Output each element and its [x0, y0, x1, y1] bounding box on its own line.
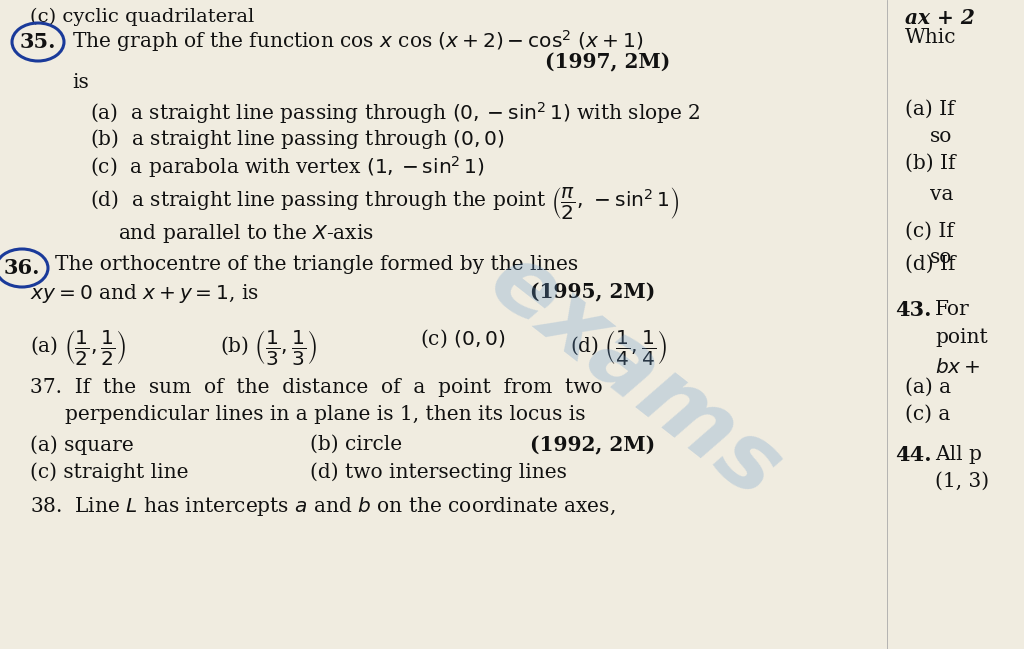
Text: (a) square: (a) square	[30, 435, 134, 455]
Text: (c)  a parabola with vertex $(1, -\sin^2 1)$: (c) a parabola with vertex $(1, -\sin^2 …	[90, 154, 484, 180]
Text: 44.: 44.	[895, 445, 932, 465]
Text: 38.  Line $L$ has intercepts $a$ and $b$ on the coordinate axes,: 38. Line $L$ has intercepts $a$ and $b$ …	[30, 495, 615, 518]
Text: (b) $\left(\dfrac{1}{3},\dfrac{1}{3}\right)$: (b) $\left(\dfrac{1}{3},\dfrac{1}{3}\rig…	[220, 328, 317, 367]
Text: (c) $(0, 0)$: (c) $(0, 0)$	[420, 328, 505, 350]
Text: 37.  If  the  sum  of  the  distance  of  a  point  from  two: 37. If the sum of the distance of a poin…	[30, 378, 603, 397]
Text: Whic: Whic	[905, 28, 956, 47]
Text: All p: All p	[935, 445, 982, 464]
Text: (d) two intersecting lines: (d) two intersecting lines	[310, 462, 567, 482]
Text: (1995, 2M): (1995, 2M)	[530, 282, 655, 302]
Text: so: so	[930, 127, 952, 146]
Text: is: is	[72, 73, 89, 92]
Text: 35.: 35.	[19, 32, 56, 52]
Text: $xy = 0$ and $x + y = 1$, is: $xy = 0$ and $x + y = 1$, is	[30, 282, 259, 305]
Text: so: so	[930, 248, 952, 267]
Text: perpendicular lines in a plane is 1, then its locus is: perpendicular lines in a plane is 1, the…	[65, 405, 586, 424]
Text: and parallel to the $X$-axis: and parallel to the $X$-axis	[118, 222, 374, 245]
Text: For: For	[935, 300, 970, 319]
Text: (b)  a straight line passing through $(0, 0)$: (b) a straight line passing through $(0,…	[90, 127, 505, 151]
Text: ax + 2: ax + 2	[905, 8, 975, 28]
Text: (d)  a straight line passing through the point $\left(\dfrac{\pi}{2},\,-\sin^2 1: (d) a straight line passing through the …	[90, 185, 679, 221]
Text: (c) cyclic quadrilateral: (c) cyclic quadrilateral	[30, 8, 254, 26]
Text: (d) If: (d) If	[905, 255, 955, 274]
Text: (a) a: (a) a	[905, 378, 951, 397]
Text: The graph of the function cos $x$ cos $(x + 2) - \cos^2\,(x + 1)$: The graph of the function cos $x$ cos $(…	[72, 28, 643, 54]
Text: 43.: 43.	[895, 300, 932, 320]
Text: (1992, 2M): (1992, 2M)	[530, 435, 655, 455]
Text: $bx +$: $bx +$	[935, 358, 980, 377]
Text: (1997, 2M): (1997, 2M)	[545, 52, 671, 72]
Text: (c) a: (c) a	[905, 405, 950, 424]
Text: (a) $\left(\dfrac{1}{2},\dfrac{1}{2}\right)$: (a) $\left(\dfrac{1}{2},\dfrac{1}{2}\rig…	[30, 328, 126, 367]
Text: 36.: 36.	[4, 258, 40, 278]
Text: (1, 3): (1, 3)	[935, 472, 989, 491]
Text: (c) straight line: (c) straight line	[30, 462, 188, 482]
Text: (b) If: (b) If	[905, 154, 955, 173]
Text: The orthocentre of the triangle formed by the lines: The orthocentre of the triangle formed b…	[55, 255, 579, 274]
Text: (c) If: (c) If	[905, 222, 954, 241]
Text: (a)  a straight line passing through $(0, -\sin^2 1)$ with slope 2: (a) a straight line passing through $(0,…	[90, 100, 700, 126]
Text: (a) If: (a) If	[905, 100, 954, 119]
Text: exams: exams	[471, 234, 799, 519]
Text: va: va	[930, 185, 953, 204]
Text: (d) $\left(\dfrac{1}{4},\dfrac{1}{4}\right)$: (d) $\left(\dfrac{1}{4},\dfrac{1}{4}\rig…	[570, 328, 668, 367]
Text: (b) circle: (b) circle	[310, 435, 402, 454]
Text: point: point	[935, 328, 988, 347]
